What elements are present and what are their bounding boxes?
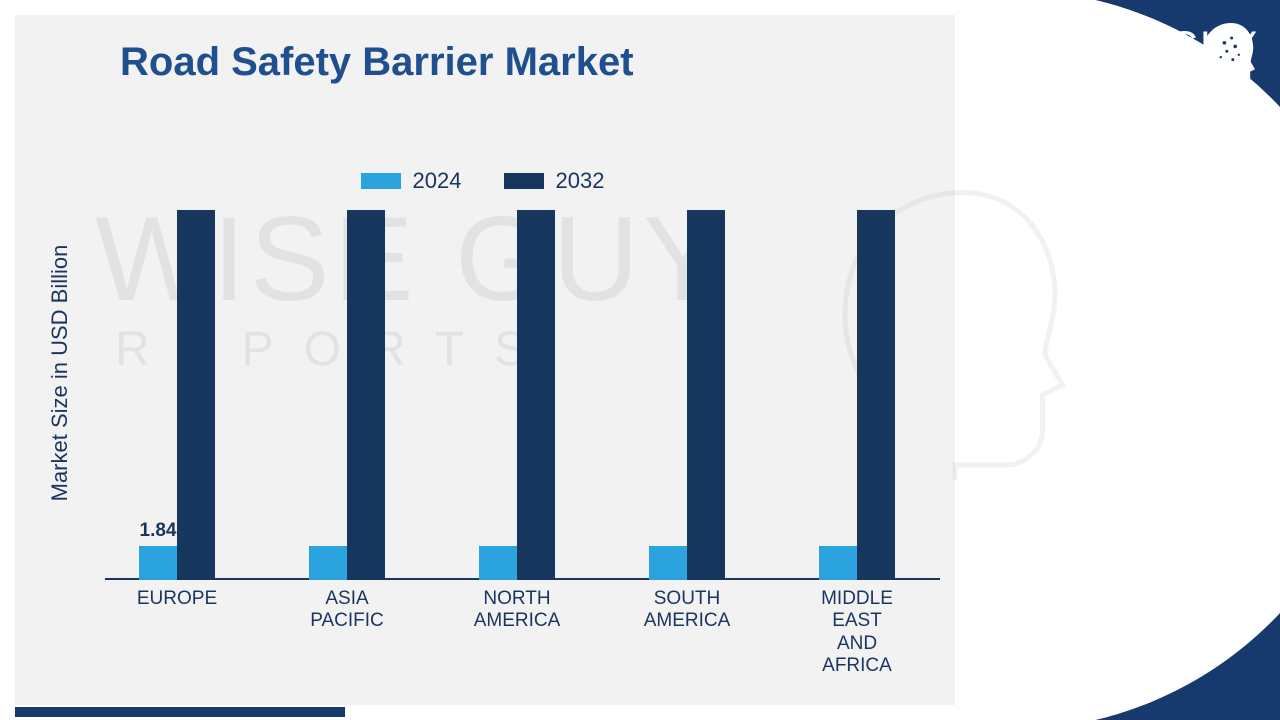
category-label: ASIA PACIFIC	[277, 588, 417, 633]
brand-logo: WISE GUY REPORTS	[978, 26, 1258, 83]
bar-2032	[177, 210, 215, 580]
brand-head-icon	[1194, 20, 1262, 92]
bar-2032	[857, 210, 895, 580]
y-axis-label: Market Size in USD Billion	[47, 245, 73, 502]
category-label: MIDDLE EAST AND AFRICA	[787, 588, 927, 678]
bar-2032	[347, 210, 385, 580]
bar-2024	[139, 546, 177, 580]
bottom-accent-bar	[15, 707, 345, 717]
bar-2024	[819, 546, 857, 580]
bar-2024	[309, 546, 347, 580]
bar-2032	[687, 210, 725, 580]
chart-legend: 2024 2032	[0, 168, 965, 194]
chart-plot-area	[105, 210, 940, 580]
bar-2024	[649, 546, 687, 580]
value-label-2024: 1.84	[134, 520, 182, 542]
brand-text-wise: WISE	[1050, 24, 1156, 68]
category-label: EUROPE	[107, 588, 247, 610]
legend-swatch	[361, 173, 401, 189]
legend-swatch	[504, 173, 544, 189]
legend-label: 2024	[413, 168, 462, 194]
legend-item-2032: 2032	[504, 168, 605, 194]
white-circle-decor	[964, 0, 1280, 720]
chart-title: Road Safety Barrier Market	[120, 40, 634, 85]
category-label: NORTH AMERICA	[447, 588, 587, 633]
bar-2024	[479, 546, 517, 580]
category-label: SOUTH AMERICA	[617, 588, 757, 633]
legend-item-2024: 2024	[361, 168, 462, 194]
bar-2032	[517, 210, 555, 580]
legend-label: 2032	[556, 168, 605, 194]
